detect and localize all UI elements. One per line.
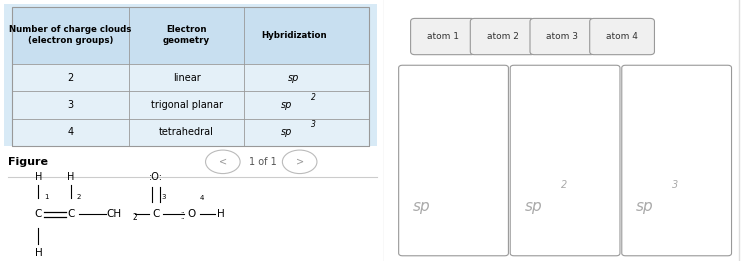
Text: H: H [67, 173, 75, 182]
FancyBboxPatch shape [410, 18, 475, 55]
FancyBboxPatch shape [470, 18, 535, 55]
Text: atom 2: atom 2 [486, 32, 518, 41]
FancyBboxPatch shape [589, 18, 654, 55]
Text: 3: 3 [161, 194, 166, 200]
Text: O: O [188, 209, 196, 219]
Text: ..: .. [180, 209, 184, 214]
Text: 2: 2 [77, 194, 81, 200]
Text: ..: .. [180, 214, 184, 220]
Text: atom 3: atom 3 [546, 32, 578, 41]
Text: sp: sp [636, 199, 654, 214]
Text: C: C [35, 209, 42, 219]
Text: 2: 2 [67, 73, 74, 83]
Text: <: < [219, 157, 227, 167]
Text: C: C [152, 209, 160, 219]
Text: 2: 2 [132, 213, 137, 222]
Text: 4: 4 [67, 127, 74, 138]
Text: atom 1: atom 1 [427, 32, 459, 41]
FancyBboxPatch shape [11, 7, 369, 64]
Text: H: H [35, 173, 42, 182]
Text: Figure: Figure [7, 157, 48, 167]
Text: linear: linear [173, 73, 201, 83]
Text: trigonal planar: trigonal planar [151, 100, 222, 110]
Text: Number of charge clouds
(electron groups): Number of charge clouds (electron groups… [9, 25, 131, 45]
Text: 1: 1 [44, 194, 48, 200]
FancyBboxPatch shape [510, 65, 620, 256]
Text: >: > [295, 157, 304, 167]
Text: sp: sp [288, 73, 299, 83]
Text: 1 of 1: 1 of 1 [249, 157, 277, 167]
FancyBboxPatch shape [4, 4, 377, 146]
Text: H: H [34, 248, 43, 258]
Text: sp: sp [280, 127, 292, 138]
Text: atom 4: atom 4 [606, 32, 638, 41]
FancyBboxPatch shape [530, 18, 595, 55]
FancyBboxPatch shape [11, 119, 369, 146]
Text: tetrahedral: tetrahedral [159, 127, 214, 138]
Text: 4: 4 [199, 195, 204, 201]
Text: CH: CH [106, 209, 121, 219]
FancyBboxPatch shape [398, 65, 509, 256]
Text: 2: 2 [561, 180, 567, 190]
Text: sp: sp [524, 199, 542, 214]
FancyBboxPatch shape [11, 91, 369, 119]
Bar [11, 7, 369, 146]
Text: 3: 3 [672, 180, 679, 190]
Text: :O:: :O: [149, 173, 163, 182]
Text: Electron
geometry: Electron geometry [163, 25, 210, 45]
FancyBboxPatch shape [11, 64, 369, 91]
Text: 3: 3 [310, 120, 316, 129]
Text: 2: 2 [310, 93, 316, 102]
Text: C: C [67, 209, 75, 219]
Text: 3: 3 [67, 100, 74, 110]
Text: sp: sp [280, 100, 292, 110]
Text: H: H [217, 209, 225, 219]
FancyBboxPatch shape [621, 65, 732, 256]
Text: Hybridization: Hybridization [261, 31, 327, 40]
Text: sp: sp [413, 199, 430, 214]
